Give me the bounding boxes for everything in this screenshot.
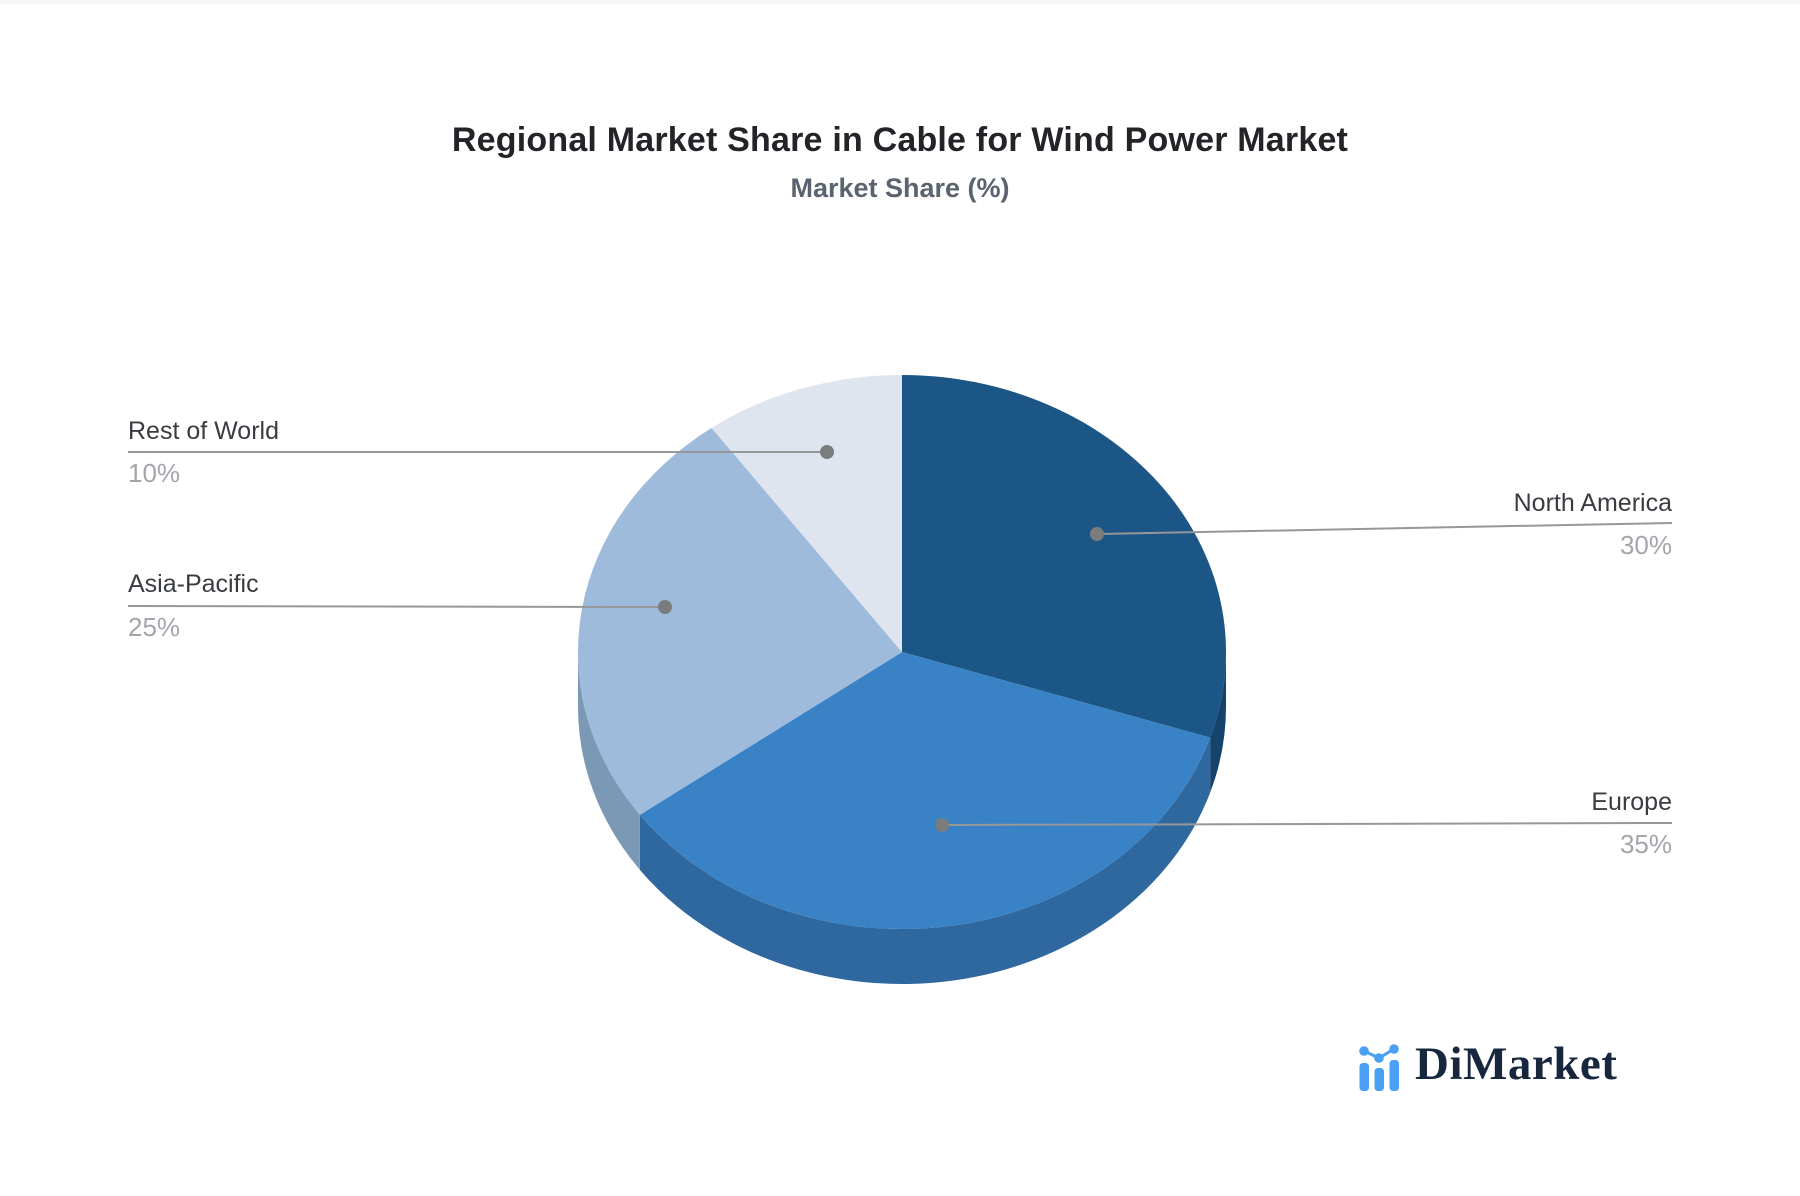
chart-title: Regional Market Share in Cable for Wind … [451, 121, 1349, 159]
callout-label-rest-of-world: Rest of World [128, 417, 279, 445]
brand-logo-text: DiMarket [1415, 1038, 1618, 1090]
callout-percent-rest-of-world: 10% [128, 458, 181, 488]
leader-line-north-america [1096, 522, 1673, 535]
top-edge-strip [0, 0, 1800, 4]
leader-dot-europe [935, 818, 949, 832]
callout-percent-north-america: 30% [1619, 530, 1672, 560]
leader-line-asia-pacific [127, 605, 666, 608]
callout-label-north-america: North America [1513, 489, 1672, 517]
leader-dot-north-america [1090, 527, 1104, 541]
bar-chart-trend-icon [1359, 1044, 1399, 1091]
chart-subtitle: Market Share (%) [790, 173, 1010, 203]
pie-slice-rest-of-world [711, 375, 902, 652]
pie-slice-side-north-america [1210, 652, 1226, 793]
pie-slice-europe [639, 652, 1211, 929]
leader-dot-rest-of-world [820, 445, 834, 459]
callout-label-europe: Europe [1591, 788, 1672, 816]
pie-slice-asia-pacific [577, 427, 902, 815]
pie-slice-side-europe [639, 737, 1211, 985]
callout-label-asia-pacific: Asia-Pacific [128, 570, 259, 598]
callout-percent-europe: 35% [1619, 829, 1672, 859]
leader-dot-asia-pacific [658, 600, 672, 614]
pie-slice-north-america [902, 375, 1226, 738]
brand-logo: DiMarket [1358, 1038, 1617, 1092]
callout-percent-asia-pacific: 25% [128, 612, 181, 642]
pie-slice-side-asia-pacific [578, 652, 640, 870]
leader-line-europe [941, 822, 1673, 826]
